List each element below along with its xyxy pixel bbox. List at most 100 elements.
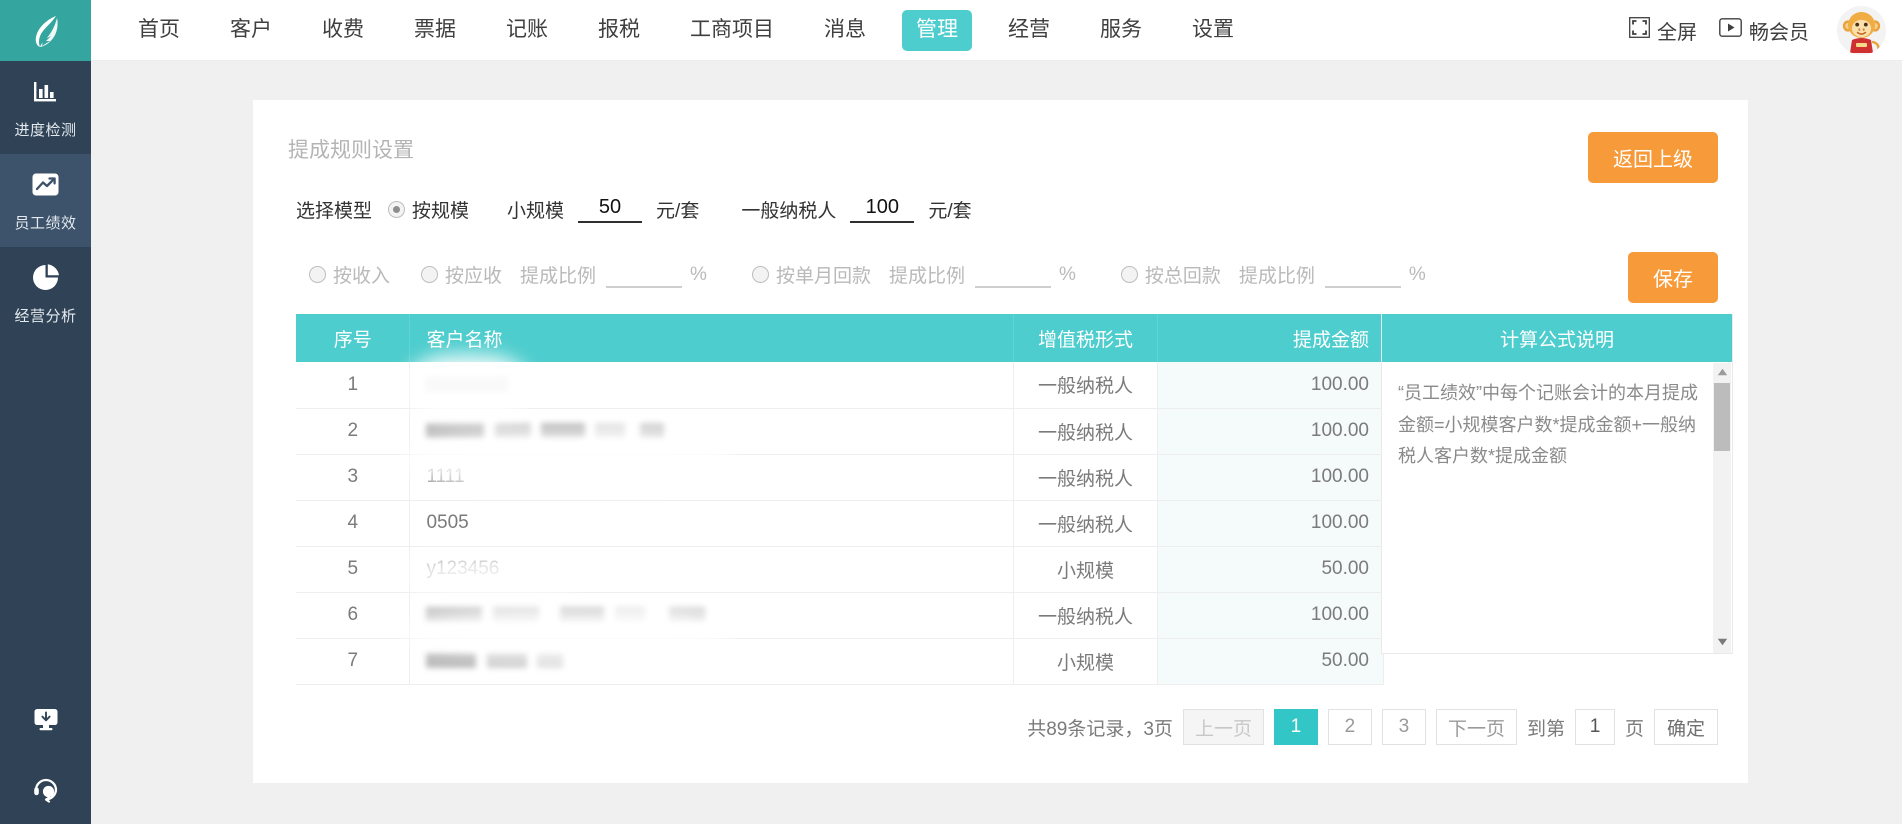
sidebar-item-performance[interactable]: 员工绩效 bbox=[0, 154, 91, 247]
monthly-percent-sign: % bbox=[1058, 263, 1076, 285]
table-row[interactable]: 1 一般纳税人 100.00 bbox=[296, 362, 1384, 409]
cell-customer bbox=[409, 592, 1014, 639]
scroll-up-icon[interactable] bbox=[1713, 363, 1731, 381]
cell-amount: 100.00 bbox=[1157, 362, 1384, 409]
scrollbar-thumb[interactable] bbox=[1714, 383, 1730, 451]
radio-by-income-label: 按收入 bbox=[333, 266, 391, 287]
general-taxpayer-input[interactable] bbox=[850, 196, 915, 223]
col-header-customer: 客户名称 bbox=[409, 314, 1014, 362]
table-row[interactable]: 2 一般纳税人 100.00 bbox=[296, 408, 1384, 455]
redacted-text bbox=[494, 423, 531, 439]
radio-by-scale[interactable] bbox=[388, 201, 406, 218]
pagination-page-1[interactable]: 1 bbox=[1273, 709, 1318, 745]
small-scale-input[interactable] bbox=[578, 196, 643, 223]
pagination-goto-input[interactable] bbox=[1574, 709, 1615, 745]
redacted-text bbox=[426, 653, 477, 669]
cell-amount: 100.00 bbox=[1157, 408, 1384, 455]
cell-amount: 50.00 bbox=[1157, 546, 1384, 593]
redacted-text bbox=[668, 607, 705, 623]
nav-item-6[interactable]: 工商项目 bbox=[690, 18, 774, 42]
nav-item-1[interactable]: 客户 bbox=[230, 18, 272, 42]
total-ratio-input[interactable] bbox=[1324, 261, 1401, 288]
radio-by-receivable[interactable] bbox=[421, 266, 439, 283]
table-row[interactable]: 7 小规模 50.00 bbox=[296, 638, 1384, 685]
monthly-ratio-input[interactable] bbox=[974, 261, 1051, 288]
pagination-prev-button[interactable]: 上一页 bbox=[1182, 709, 1264, 745]
nav-item-0[interactable]: 首页 bbox=[138, 18, 180, 42]
sidebar-support-button[interactable] bbox=[0, 756, 91, 824]
radio-by-receivable-label: 按应收 bbox=[445, 266, 503, 287]
cell-amount: 100.00 bbox=[1157, 500, 1384, 547]
sidebar-bottom-tools bbox=[0, 688, 91, 824]
cell-vat-type: 小规模 bbox=[1013, 638, 1159, 685]
pagination-summary: 共89条记录，3页 bbox=[1027, 718, 1173, 740]
table-row[interactable]: 5 y123456 小规模 50.00 bbox=[296, 546, 1384, 593]
member-button[interactable]: 畅会员 bbox=[1719, 16, 1809, 45]
cell-vat-type: 一般纳税人 bbox=[1013, 408, 1159, 455]
nav-item-8-active[interactable]: 管理 bbox=[902, 10, 972, 51]
trend-up-icon bbox=[30, 169, 61, 205]
small-scale-unit: 元/套 bbox=[656, 201, 700, 222]
cell-customer: 0505 bbox=[409, 500, 1014, 547]
fullscreen-button[interactable]: 全屏 bbox=[1629, 16, 1697, 45]
pagination-page-2[interactable]: 2 bbox=[1327, 709, 1372, 745]
nav-item-9[interactable]: 经营 bbox=[1008, 18, 1050, 42]
customer-commission-table-wrap: 序号 客户名称 增值税形式 提成金额 1 一般纳税人 bbox=[296, 314, 1733, 685]
col-header-vat-type: 增值税形式 bbox=[1013, 314, 1159, 362]
sidebar-label-progress: 进度检测 bbox=[14, 121, 77, 139]
cell-vat-type: 一般纳税人 bbox=[1013, 500, 1159, 547]
nav-item-3[interactable]: 票据 bbox=[414, 18, 456, 42]
nav-item-10[interactable]: 服务 bbox=[1100, 18, 1142, 42]
save-button[interactable]: 保存 bbox=[1628, 252, 1718, 303]
redacted-text bbox=[541, 423, 586, 439]
redacted-text bbox=[426, 607, 483, 623]
radio-by-total-payment[interactable] bbox=[1120, 266, 1138, 283]
receivable-percent-sign: % bbox=[690, 263, 707, 285]
redacted-text bbox=[426, 423, 485, 439]
table-header-row: 序号 客户名称 增值税形式 提成金额 bbox=[296, 314, 1384, 362]
monkey-avatar-icon[interactable] bbox=[1837, 6, 1886, 55]
nav-item-7[interactable]: 消息 bbox=[824, 18, 866, 42]
sidebar-item-analysis[interactable]: 经营分析 bbox=[0, 247, 91, 340]
nav-item-11[interactable]: 设置 bbox=[1192, 18, 1234, 42]
back-to-parent-button[interactable]: 返回上级 bbox=[1588, 132, 1718, 183]
cell-vat-type: 小规模 bbox=[1013, 546, 1159, 593]
radio-by-total-payment-label: 按总回款 bbox=[1144, 266, 1221, 287]
formula-scrollbar[interactable] bbox=[1713, 363, 1731, 653]
table-row[interactable]: 6 一般纳税人 100.00 bbox=[296, 592, 1384, 639]
redacted-text bbox=[615, 607, 646, 623]
header-right-tools: 全屏 畅会员 bbox=[1629, 0, 1902, 61]
pagination-goto-label: 到第 bbox=[1526, 718, 1565, 740]
table-row[interactable]: 4 0505 一般纳税人 100.00 bbox=[296, 500, 1384, 547]
cell-amount: 50.00 bbox=[1157, 638, 1384, 685]
radio-by-income[interactable] bbox=[309, 266, 326, 283]
col-header-index: 序号 bbox=[296, 314, 411, 362]
receivable-ratio-input[interactable] bbox=[606, 261, 683, 288]
nav-item-5[interactable]: 报税 bbox=[598, 18, 640, 42]
pagination-next-button[interactable]: 下一页 bbox=[1435, 709, 1517, 745]
table-row[interactable]: 3 1111 一般纳税人 100.00 bbox=[296, 454, 1384, 501]
member-label: 畅会员 bbox=[1749, 22, 1809, 44]
headset-support-icon bbox=[31, 773, 61, 808]
download-monitor-icon bbox=[31, 705, 61, 740]
model-select-row: 选择模型 按规模 小规模 元/套 一般纳税人 元/套 bbox=[283, 196, 1718, 223]
receivable-ratio-label: 提成比例 bbox=[520, 266, 597, 287]
nav-item-4[interactable]: 记账 bbox=[506, 18, 548, 42]
scroll-down-icon[interactable] bbox=[1713, 633, 1731, 651]
radio-by-monthly-payment[interactable] bbox=[751, 266, 769, 283]
redacted-text bbox=[560, 607, 605, 623]
sidebar-item-progress[interactable]: 进度检测 bbox=[0, 61, 91, 154]
cell-vat-type: 一般纳税人 bbox=[1013, 454, 1159, 501]
pagination-confirm-button[interactable]: 确定 bbox=[1654, 709, 1718, 745]
redacted-text bbox=[426, 377, 509, 393]
sidebar-download-button[interactable] bbox=[0, 688, 91, 756]
content-area: 提成规则设置 返回上级 保存 选择模型 按规模 小规模 元/套 一般纳税人 元/… bbox=[91, 61, 1902, 824]
pagination-page-3[interactable]: 3 bbox=[1381, 709, 1426, 745]
nav-item-2[interactable]: 收费 bbox=[322, 18, 364, 42]
app-logo[interactable] bbox=[0, 0, 91, 61]
formula-description-panel: 计算公式说明 “员工绩效”中每个记账会计的本月提成金额=小规模客户数*提成金额+… bbox=[1381, 314, 1733, 654]
fullscreen-label: 全屏 bbox=[1657, 22, 1697, 44]
cell-customer bbox=[409, 638, 1014, 685]
cell-index: 3 bbox=[296, 454, 411, 501]
model-select-label: 选择模型 bbox=[296, 201, 373, 222]
